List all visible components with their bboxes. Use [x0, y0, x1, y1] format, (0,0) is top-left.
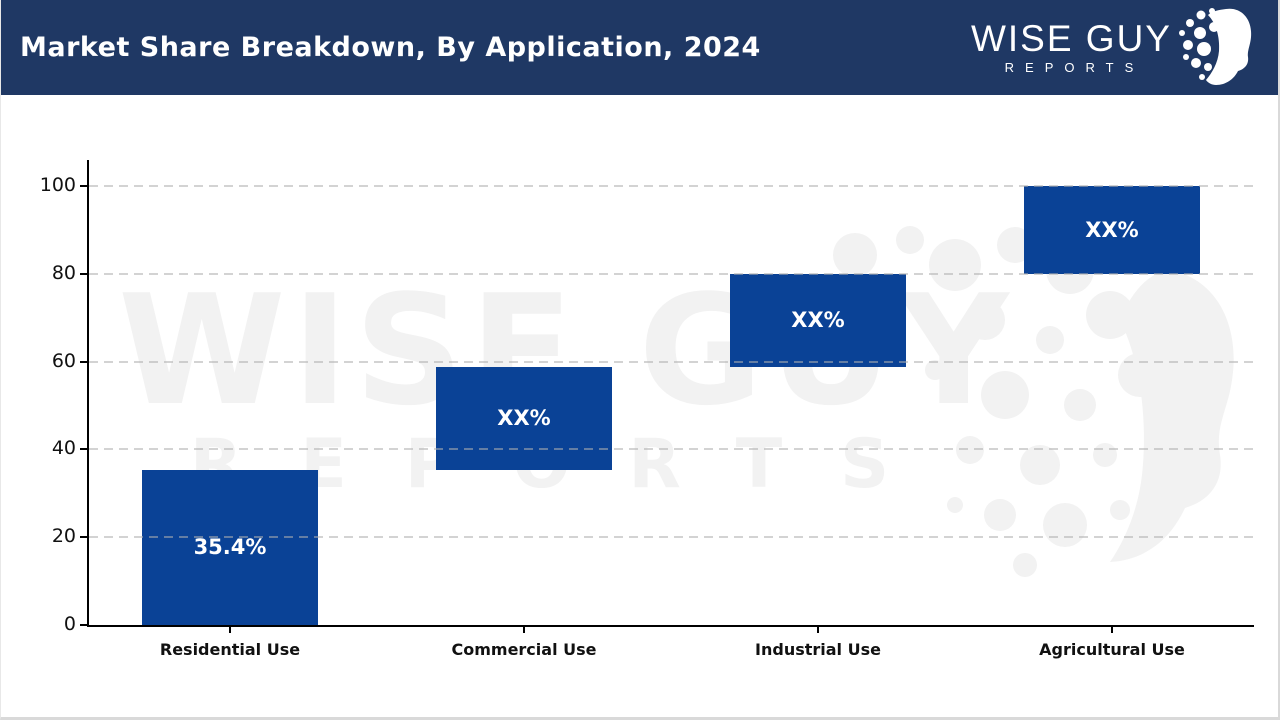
y-tick-mark [80, 360, 89, 363]
y-tick-label: 20 [51, 525, 76, 548]
bar-segment: XX% [730, 273, 906, 367]
x-axis-category-label: Agricultural Use [1039, 640, 1185, 659]
page-title: Market Share Breakdown, By Application, … [20, 32, 761, 63]
bar-segment: XX% [436, 366, 612, 470]
y-tick-mark [80, 536, 89, 539]
header-bar: Market Share Breakdown, By Application, … [0, 0, 1280, 95]
x-axis [87, 625, 1254, 627]
y-tick-label: 100 [39, 174, 76, 196]
y-tick-mark [80, 272, 89, 275]
logo: WISE GUY REPORTS [971, 3, 1252, 93]
y-tick-mark [80, 185, 89, 187]
bar-segment: 35.4% [142, 469, 318, 625]
y-tick-label: 60 [51, 349, 76, 372]
logo-brand-name: WISE GUY [970, 18, 1172, 59]
x-axis-category-label: Residential Use [159, 640, 301, 659]
x-tick-mark [817, 625, 819, 633]
y-tick-label: 40 [51, 437, 76, 460]
bar-value-label: XX% [791, 308, 845, 333]
x-tick-mark [229, 625, 231, 633]
y-tick-label: 0 [63, 613, 76, 635]
logo-brand-sub: REPORTS [1004, 60, 1145, 75]
x-axis-category-label: Industrial Use [755, 640, 881, 659]
logo-face-icon [1174, 3, 1252, 93]
y-gridline [89, 536, 1254, 539]
x-tick-mark [523, 625, 525, 633]
y-axis [87, 160, 89, 627]
y-gridline [89, 448, 1254, 451]
y-gridline [89, 360, 1254, 363]
bar-value-label: XX% [1085, 217, 1139, 242]
y-tick-mark [80, 624, 89, 626]
logo-wordmark: WISE GUY REPORTS [971, 20, 1172, 75]
bar-value-label: 35.4% [193, 535, 267, 560]
bar-value-label: XX% [497, 406, 551, 431]
bar-segment: XX% [1024, 186, 1200, 274]
x-axis-category-label: Commercial Use [451, 640, 597, 659]
y-tick-mark [80, 448, 89, 451]
x-tick-mark [1111, 625, 1113, 633]
y-tick-label: 80 [51, 261, 76, 284]
y-gridline [89, 185, 1254, 187]
y-gridline [89, 272, 1254, 275]
